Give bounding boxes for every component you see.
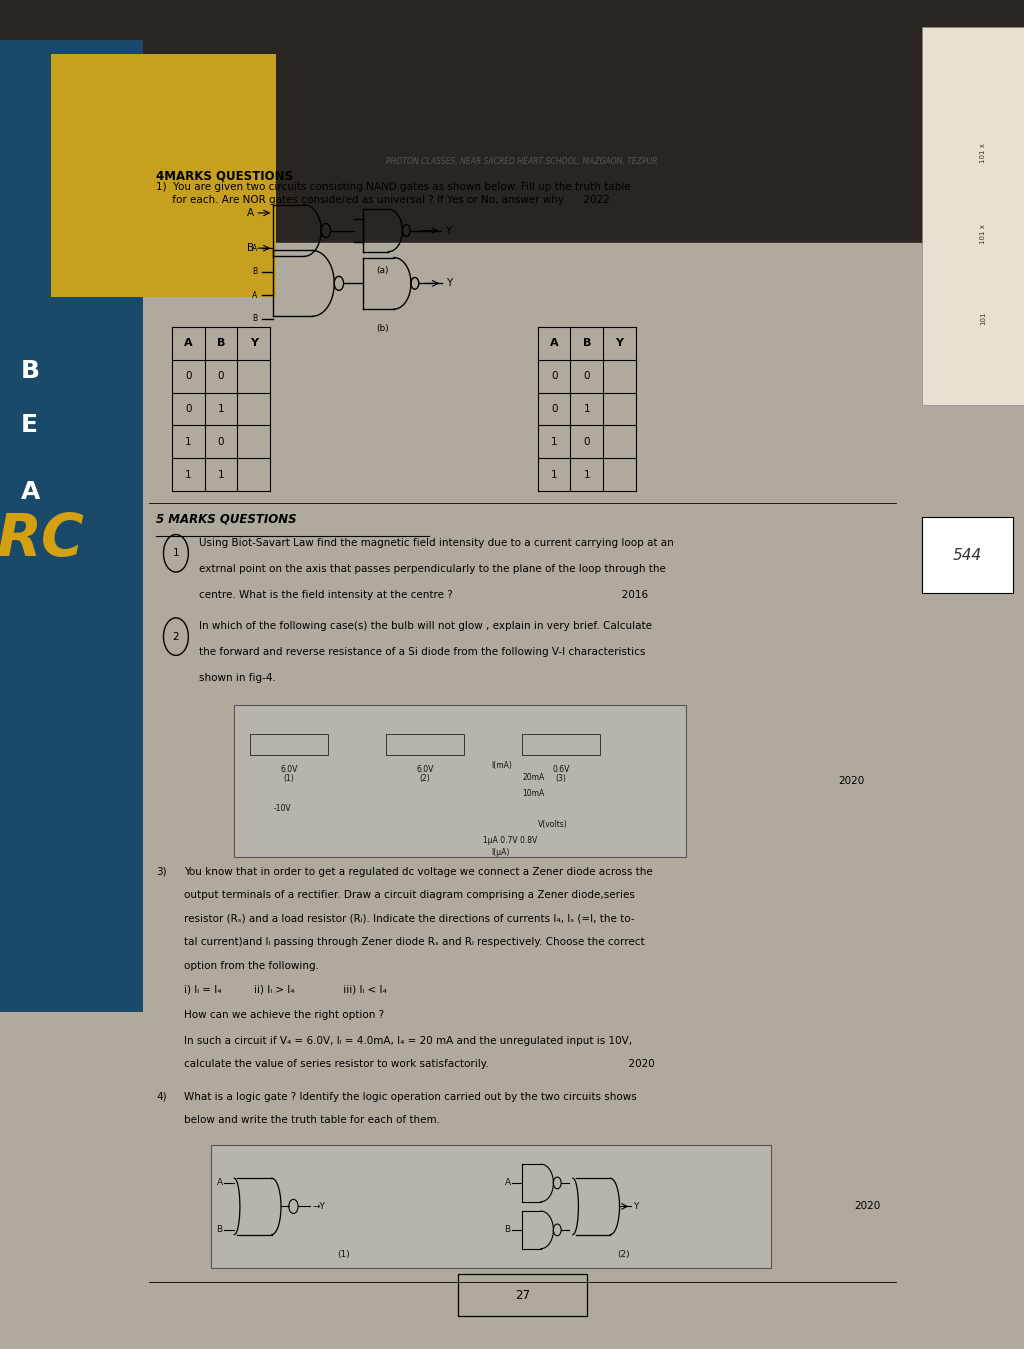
- Text: (a): (a): [376, 266, 388, 275]
- Text: A: A: [252, 290, 258, 299]
- Text: Y: Y: [446, 278, 453, 289]
- Text: You know that in order to get a regulated dc voltage we connect a Zener diode ac: You know that in order to get a regulate…: [183, 866, 652, 877]
- Text: A: A: [20, 480, 40, 505]
- Text: 0: 0: [584, 371, 590, 380]
- Text: B: B: [253, 267, 258, 277]
- Text: the forward and reverse resistance of a Si diode from the following V-I characte: the forward and reverse resistance of a …: [200, 648, 646, 657]
- Text: A: A: [550, 339, 558, 348]
- Text: B: B: [216, 1225, 222, 1234]
- Text: RC: RC: [0, 511, 85, 568]
- Text: (b): (b): [376, 325, 388, 333]
- Text: B: B: [247, 243, 254, 254]
- Text: Using Biot-Savart Law find the magnetic field intensity due to a current carryin: Using Biot-Savart Law find the magnetic …: [200, 538, 674, 548]
- Text: 1: 1: [173, 548, 179, 558]
- Text: A: A: [505, 1179, 511, 1187]
- Text: 1: 1: [551, 469, 557, 480]
- Text: 1: 1: [584, 403, 590, 414]
- Text: resistor (Rₛ) and a load resistor (Rₗ). Indicate the directions of currents I₄, : resistor (Rₛ) and a load resistor (Rₗ). …: [183, 913, 634, 924]
- Text: 2020: 2020: [854, 1202, 881, 1211]
- Text: shown in fig-4.: shown in fig-4.: [200, 673, 276, 683]
- Text: 2020: 2020: [839, 776, 864, 786]
- Text: B: B: [217, 339, 225, 348]
- Text: i) Iₗ = I₄          ii) Iₗ > I₄               iii) Iₗ < I₄: i) Iₗ = I₄ ii) Iₗ > I₄ iii) Iₗ < I₄: [183, 983, 386, 994]
- Text: (1): (1): [337, 1249, 349, 1259]
- Text: 0: 0: [218, 437, 224, 447]
- Text: 20mA: 20mA: [522, 773, 545, 782]
- Text: In which of the following case(s) the bulb will not glow , explain in very brief: In which of the following case(s) the bu…: [200, 622, 652, 631]
- Text: (2): (2): [617, 1249, 630, 1259]
- Text: 6.0V: 6.0V: [281, 765, 297, 773]
- Text: 1: 1: [584, 469, 590, 480]
- Text: I(μA): I(μA): [492, 849, 510, 857]
- Text: 4MARKS QUESTIONS: 4MARKS QUESTIONS: [157, 170, 294, 182]
- Text: B: B: [253, 314, 258, 322]
- Text: PHOTON CLASSES, NEAR SACRED HEART SCHOOL, MAZGAON, TEZPUR: PHOTON CLASSES, NEAR SACRED HEART SCHOOL…: [386, 156, 658, 166]
- Text: 0: 0: [218, 371, 224, 380]
- Text: (3): (3): [556, 774, 566, 782]
- Text: 0: 0: [551, 403, 557, 414]
- Text: 27: 27: [515, 1288, 529, 1302]
- Text: 101 x: 101 x: [980, 143, 986, 163]
- Text: 5 MARKS QUESTIONS: 5 MARKS QUESTIONS: [157, 513, 297, 525]
- Text: A: A: [216, 1179, 222, 1187]
- Text: →Y: →Y: [312, 1202, 325, 1211]
- Text: 6.0V: 6.0V: [417, 765, 433, 773]
- Text: 1: 1: [218, 403, 224, 414]
- Text: tal current)and Iₗ passing through Zener diode Rₛ and Rₗ respectively. Choose th: tal current)and Iₗ passing through Zener…: [183, 938, 644, 947]
- Text: 1μA 0.7V 0.8V: 1μA 0.7V 0.8V: [483, 836, 538, 844]
- Text: 1: 1: [218, 469, 224, 480]
- Text: -10V: -10V: [273, 804, 291, 813]
- Text: 2: 2: [173, 631, 179, 642]
- Text: A: A: [252, 244, 258, 252]
- Text: Y: Y: [445, 225, 452, 236]
- Text: 0: 0: [584, 437, 590, 447]
- Text: Y: Y: [615, 339, 624, 348]
- Text: extrnal point on the axis that passes perpendicularly to the plane of the loop t: extrnal point on the axis that passes pe…: [200, 564, 667, 573]
- Text: 0: 0: [551, 371, 557, 380]
- Text: Y: Y: [634, 1202, 639, 1211]
- FancyBboxPatch shape: [0, 40, 143, 1012]
- Text: What is a logic gate ? Identify the logic operation carried out by the two circu: What is a logic gate ? Identify the logi…: [183, 1091, 637, 1102]
- Text: 1: 1: [185, 469, 191, 480]
- Text: 3): 3): [157, 866, 167, 877]
- Text: 1: 1: [551, 437, 557, 447]
- Text: 4): 4): [157, 1091, 167, 1102]
- Text: 1)  You are given two circuits consisting NAND gates as shown below. Fill up the: 1) You are given two circuits consisting…: [157, 182, 631, 193]
- Text: A: A: [184, 339, 193, 348]
- FancyBboxPatch shape: [51, 54, 276, 297]
- Text: B: B: [583, 339, 591, 348]
- Text: Y: Y: [250, 339, 258, 348]
- Text: In such a circuit if V₄ = 6.0V, Iₗ = 4.0mA, I₄ = 20 mA and the unregulated input: In such a circuit if V₄ = 6.0V, Iₗ = 4.0…: [183, 1036, 632, 1045]
- Text: 1: 1: [185, 437, 191, 447]
- Text: 101 x: 101 x: [980, 224, 986, 244]
- Text: below and write the truth table for each of them.: below and write the truth table for each…: [183, 1116, 439, 1125]
- Text: calculate the value of series resistor to work satisfactorily.                  : calculate the value of series resistor t…: [183, 1059, 654, 1070]
- Text: option from the following.: option from the following.: [183, 960, 318, 970]
- FancyBboxPatch shape: [922, 27, 1024, 405]
- Text: 101: 101: [980, 312, 986, 325]
- Text: centre. What is the field intensity at the centre ?                             : centre. What is the field intensity at t…: [200, 590, 648, 600]
- FancyBboxPatch shape: [211, 1145, 771, 1268]
- Text: How can we achieve the right option ?: How can we achieve the right option ?: [183, 1010, 384, 1020]
- Text: 0: 0: [185, 403, 191, 414]
- Text: 544: 544: [953, 548, 982, 563]
- Text: 0.6V: 0.6V: [553, 765, 569, 773]
- Text: 0: 0: [185, 371, 191, 380]
- Text: 10mA: 10mA: [522, 789, 545, 799]
- FancyBboxPatch shape: [234, 704, 686, 857]
- Text: B: B: [505, 1225, 511, 1234]
- Text: E: E: [20, 413, 38, 437]
- Text: output terminals of a rectifier. Draw a circuit diagram comprising a Zener diode: output terminals of a rectifier. Draw a …: [183, 890, 635, 900]
- Text: for each. Are NOR gates considered as universal ? If Yes or No, answer why      : for each. Are NOR gates considered as un…: [157, 196, 610, 205]
- Text: (1): (1): [284, 774, 294, 782]
- Text: B: B: [20, 359, 40, 383]
- Text: A: A: [247, 208, 254, 219]
- Text: V(volts): V(volts): [538, 820, 567, 828]
- Text: I(mA): I(mA): [492, 761, 512, 770]
- Text: (2): (2): [420, 774, 430, 782]
